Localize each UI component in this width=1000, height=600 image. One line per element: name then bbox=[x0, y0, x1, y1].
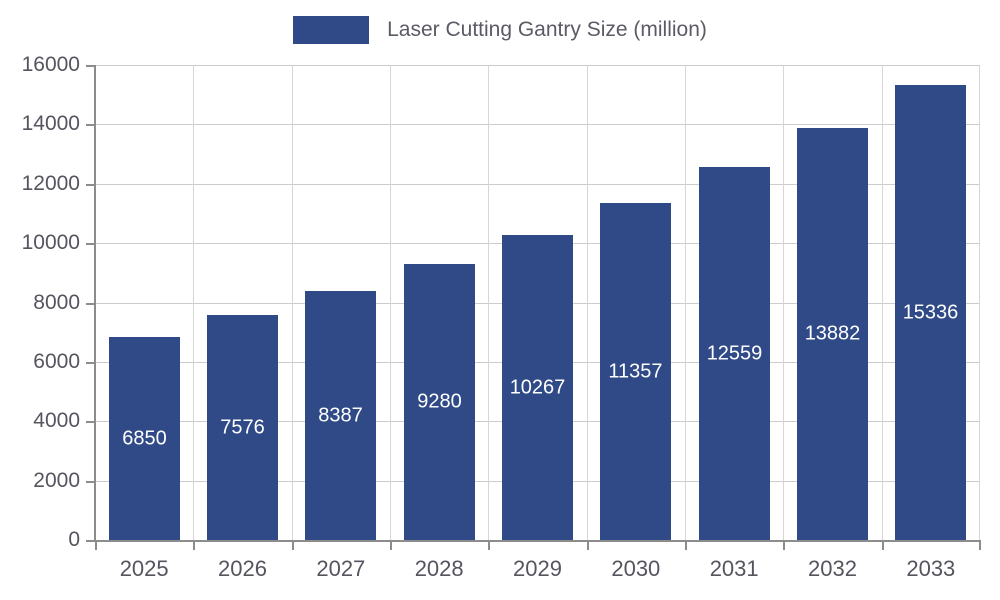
bar: 10267 bbox=[502, 235, 573, 540]
y-tick-label: 4000 bbox=[33, 409, 80, 433]
x-tick-mark bbox=[783, 542, 785, 550]
x-tick-mark bbox=[193, 542, 195, 550]
x-tick-mark bbox=[488, 542, 490, 550]
bar: 6850 bbox=[109, 337, 180, 540]
bar: 15336 bbox=[895, 85, 966, 540]
bar: 12559 bbox=[699, 167, 770, 540]
v-gridline bbox=[587, 65, 588, 540]
y-tick-mark bbox=[86, 243, 94, 246]
x-tick-label: 2025 bbox=[119, 556, 169, 581]
v-gridline bbox=[783, 65, 784, 540]
x-tick-mark bbox=[587, 542, 589, 550]
x-tick-label: 2028 bbox=[414, 556, 464, 581]
x-tick-mark bbox=[685, 542, 687, 550]
x-tick-label: 2026 bbox=[218, 556, 267, 581]
bar-value-label: 8387 bbox=[318, 404, 363, 426]
y-tick-mark bbox=[86, 361, 94, 364]
legend: Laser Cutting Gantry Size (million) bbox=[0, 16, 1000, 44]
plot-area: 6850 7576 8387 9280 10267 11357 12559 13882 1533… bbox=[95, 65, 980, 540]
bar-value-label: 15336 bbox=[902, 301, 959, 323]
x-tick-mark bbox=[390, 542, 392, 550]
h-gridline bbox=[95, 65, 980, 66]
x-tick-mark bbox=[882, 542, 884, 550]
bar-value-label: 9280 bbox=[417, 390, 462, 413]
v-gridline bbox=[685, 65, 686, 540]
y-tick-label: 2000 bbox=[33, 468, 80, 492]
y-tick-mark bbox=[86, 65, 94, 67]
x-tick-label: 2030 bbox=[611, 556, 661, 581]
y-tick-label: 14000 bbox=[21, 112, 80, 136]
x-tick-mark bbox=[95, 542, 97, 550]
bar: 8387 bbox=[305, 291, 376, 540]
y-tick-label: 6000 bbox=[33, 349, 80, 373]
v-gridline bbox=[390, 65, 391, 540]
bar: 9280 bbox=[404, 264, 475, 540]
y-tick-mark bbox=[86, 124, 94, 127]
h-gridline bbox=[95, 124, 980, 126]
y-tick-label: 12000 bbox=[21, 171, 80, 195]
y-tick-mark bbox=[86, 302, 94, 305]
y-tick-label: 10000 bbox=[21, 231, 80, 255]
y-tick-label: 8000 bbox=[33, 290, 80, 314]
bar-value-label: 12559 bbox=[706, 342, 763, 364]
x-tick-label: 2027 bbox=[316, 556, 366, 581]
bar-value-label: 10267 bbox=[509, 376, 566, 398]
bar: 7576 bbox=[207, 315, 278, 540]
legend-swatch bbox=[293, 16, 370, 44]
x-tick-label: 2032 bbox=[808, 556, 857, 581]
v-gridline bbox=[193, 65, 194, 540]
bar: 13882 bbox=[797, 128, 868, 540]
bar-value-label: 11357 bbox=[608, 360, 663, 382]
y-tick-mark bbox=[86, 421, 94, 424]
bar-value-label: 13882 bbox=[804, 322, 861, 345]
v-gridline bbox=[979, 65, 980, 540]
x-tick-mark bbox=[979, 542, 981, 550]
x-tick-label: 2033 bbox=[906, 556, 956, 581]
v-gridline bbox=[488, 65, 489, 540]
y-tick-mark bbox=[86, 540, 94, 542]
x-axis-line bbox=[94, 540, 981, 542]
y-axis-line bbox=[94, 65, 96, 542]
x-tick-label: 2029 bbox=[513, 556, 562, 581]
y-tick-label: 0 bbox=[68, 528, 80, 551]
v-gridline bbox=[292, 65, 293, 540]
y-tick-label: 16000 bbox=[21, 53, 80, 76]
h-gridline bbox=[95, 183, 980, 185]
bar: 11357 bbox=[600, 203, 671, 540]
x-tick-label: 2031 bbox=[709, 556, 759, 581]
x-tick-mark bbox=[292, 542, 294, 550]
bar-value-label: 6850 bbox=[122, 427, 167, 449]
bar-value-label: 7576 bbox=[220, 416, 265, 438]
y-tick-mark bbox=[86, 480, 94, 483]
legend-label: Laser Cutting Gantry Size (million) bbox=[387, 18, 707, 41]
v-gridline bbox=[882, 65, 883, 540]
y-tick-mark bbox=[86, 183, 94, 186]
